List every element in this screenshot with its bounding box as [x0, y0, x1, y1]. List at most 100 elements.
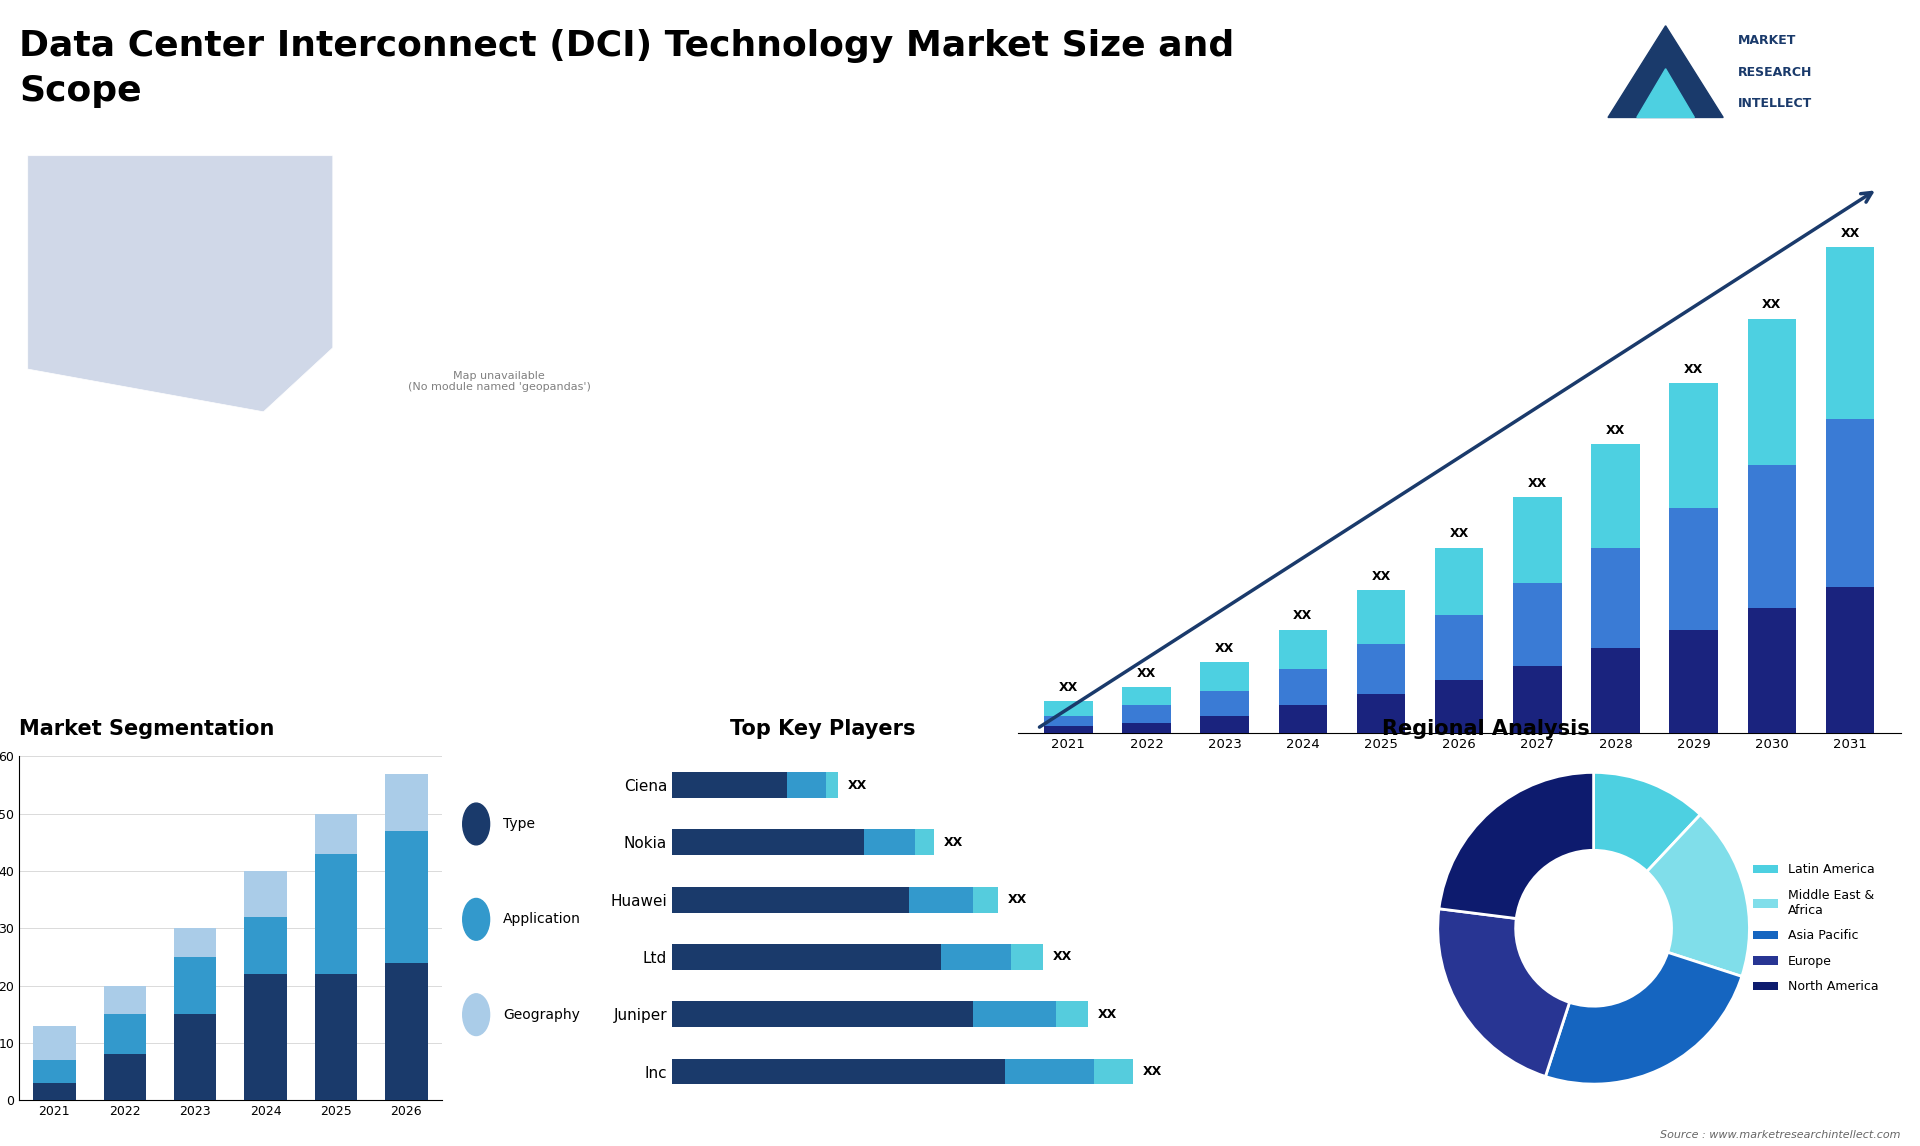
Bar — [104, 1014, 146, 1054]
Bar — [672, 944, 941, 970]
Text: Type: Type — [503, 817, 536, 831]
Polygon shape — [1609, 26, 1722, 117]
Bar — [672, 887, 908, 912]
Text: XX: XX — [1058, 681, 1077, 694]
Bar — [1513, 666, 1561, 733]
Bar — [1592, 647, 1640, 733]
Bar — [1056, 1002, 1089, 1027]
Bar — [1826, 418, 1874, 587]
Bar — [1123, 686, 1171, 705]
Bar — [1200, 691, 1248, 715]
Text: XX: XX — [1605, 424, 1624, 437]
Bar — [386, 831, 428, 963]
Bar — [1012, 944, 1043, 970]
Bar — [1279, 669, 1327, 705]
Bar — [1434, 615, 1484, 680]
Text: XX: XX — [1450, 527, 1469, 540]
Bar — [1592, 444, 1640, 548]
Bar — [908, 887, 973, 912]
Text: Data Center Interconnect (DCI) Technology Market Size and: Data Center Interconnect (DCI) Technolog… — [19, 29, 1235, 63]
Text: XX: XX — [1137, 667, 1156, 680]
Bar — [1044, 701, 1092, 715]
Text: XX: XX — [1763, 298, 1782, 312]
Circle shape — [463, 898, 490, 940]
Text: XX: XX — [1052, 950, 1071, 964]
Bar — [1004, 1059, 1094, 1084]
Text: XX: XX — [1215, 642, 1235, 654]
Bar — [1357, 590, 1405, 644]
Text: XX: XX — [945, 835, 964, 849]
Text: RESEARCH: RESEARCH — [1738, 65, 1812, 79]
Bar — [1826, 248, 1874, 418]
Bar — [1826, 587, 1874, 733]
Wedge shape — [1546, 952, 1741, 1084]
Bar — [672, 772, 787, 798]
Bar — [787, 772, 826, 798]
Bar — [1513, 497, 1561, 583]
Bar — [672, 1059, 1004, 1084]
Text: Source : www.marketresearchintellect.com: Source : www.marketresearchintellect.com — [1661, 1130, 1901, 1140]
Text: Regional Analysis: Regional Analysis — [1382, 720, 1590, 739]
Text: INTELLECT: INTELLECT — [1738, 97, 1812, 110]
Bar — [1592, 548, 1640, 647]
Text: Top Key Players: Top Key Players — [730, 720, 916, 739]
Text: Market Segmentation: Market Segmentation — [19, 720, 275, 739]
Bar — [1123, 723, 1171, 733]
Text: Application: Application — [503, 912, 582, 926]
Bar — [244, 917, 286, 974]
Wedge shape — [1438, 772, 1594, 918]
Bar — [1200, 662, 1248, 691]
Text: MARKET: MARKET — [1738, 34, 1795, 47]
Text: XX: XX — [1528, 477, 1548, 490]
Bar — [1044, 727, 1092, 733]
Bar — [386, 774, 428, 831]
Bar — [916, 830, 935, 855]
Bar — [1357, 644, 1405, 694]
Bar — [672, 830, 864, 855]
Bar — [1123, 705, 1171, 723]
Bar — [1670, 508, 1718, 630]
Bar — [1279, 705, 1327, 733]
Bar — [1279, 630, 1327, 669]
Bar — [175, 1014, 217, 1100]
Wedge shape — [1438, 909, 1569, 1076]
Text: Map unavailable
(No module named 'geopandas'): Map unavailable (No module named 'geopan… — [407, 371, 591, 392]
Bar — [826, 772, 839, 798]
Wedge shape — [1647, 815, 1749, 976]
Bar — [1357, 694, 1405, 733]
Bar — [244, 974, 286, 1100]
Text: XX: XX — [1684, 363, 1703, 376]
Text: XX: XX — [1098, 1007, 1117, 1021]
Bar — [244, 871, 286, 917]
Polygon shape — [27, 156, 332, 411]
Bar — [1670, 383, 1718, 508]
Text: XX: XX — [1841, 227, 1860, 240]
Bar — [1513, 583, 1561, 666]
Bar — [33, 1026, 75, 1060]
Text: XX: XX — [849, 778, 868, 792]
Bar — [315, 854, 357, 974]
Bar — [973, 1002, 1056, 1027]
Bar — [1434, 680, 1484, 733]
Bar — [1747, 465, 1795, 609]
Text: Geography: Geography — [503, 1007, 580, 1022]
Legend: Latin America, Middle East &
Africa, Asia Pacific, Europe, North America: Latin America, Middle East & Africa, Asi… — [1747, 858, 1884, 998]
Bar — [175, 928, 217, 957]
Bar — [1670, 630, 1718, 733]
Bar — [1200, 715, 1248, 733]
Text: Scope: Scope — [19, 74, 142, 109]
Wedge shape — [1594, 772, 1701, 871]
Bar — [973, 887, 998, 912]
Bar — [1434, 548, 1484, 615]
Bar — [33, 1083, 75, 1100]
Bar — [1747, 319, 1795, 465]
Bar — [941, 944, 1012, 970]
Text: XX: XX — [1294, 610, 1313, 622]
Bar — [104, 986, 146, 1014]
Circle shape — [463, 994, 490, 1036]
Text: XX: XX — [1371, 571, 1390, 583]
Circle shape — [463, 803, 490, 845]
Bar — [175, 957, 217, 1014]
Polygon shape — [1636, 69, 1693, 117]
Bar — [864, 830, 916, 855]
